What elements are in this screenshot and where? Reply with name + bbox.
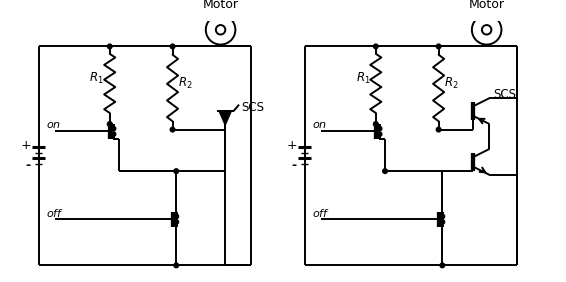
Text: +: + — [286, 139, 297, 152]
Text: SCS: SCS — [493, 88, 516, 101]
Text: -: - — [291, 159, 296, 172]
Text: $R_2$: $R_2$ — [444, 76, 459, 91]
Circle shape — [436, 44, 441, 49]
Circle shape — [440, 214, 445, 219]
Circle shape — [377, 132, 382, 136]
Circle shape — [374, 44, 378, 49]
Circle shape — [108, 44, 112, 49]
Text: $R_1$: $R_1$ — [355, 71, 370, 86]
Text: Motor: Motor — [203, 0, 239, 11]
Circle shape — [377, 126, 382, 131]
Circle shape — [111, 132, 115, 136]
Polygon shape — [218, 111, 231, 126]
Text: $on$: $on$ — [312, 120, 327, 130]
Text: $R_1$: $R_1$ — [89, 71, 104, 86]
Text: $off$: $off$ — [46, 207, 64, 219]
Circle shape — [174, 169, 178, 173]
Text: +: + — [20, 139, 31, 152]
Circle shape — [440, 263, 445, 268]
Circle shape — [174, 214, 178, 219]
Text: SCS: SCS — [241, 101, 264, 114]
Circle shape — [111, 126, 115, 131]
Circle shape — [174, 263, 178, 268]
Text: $R_2$: $R_2$ — [178, 76, 193, 91]
Circle shape — [170, 127, 175, 132]
Circle shape — [440, 220, 445, 224]
Circle shape — [436, 127, 441, 132]
Circle shape — [374, 122, 378, 126]
Text: $off$: $off$ — [312, 207, 330, 219]
Circle shape — [108, 122, 112, 126]
Circle shape — [170, 44, 175, 49]
Text: $on$: $on$ — [46, 120, 61, 130]
Circle shape — [174, 220, 178, 224]
Circle shape — [383, 169, 387, 173]
Text: Motor: Motor — [469, 0, 505, 11]
Text: -: - — [25, 159, 30, 172]
